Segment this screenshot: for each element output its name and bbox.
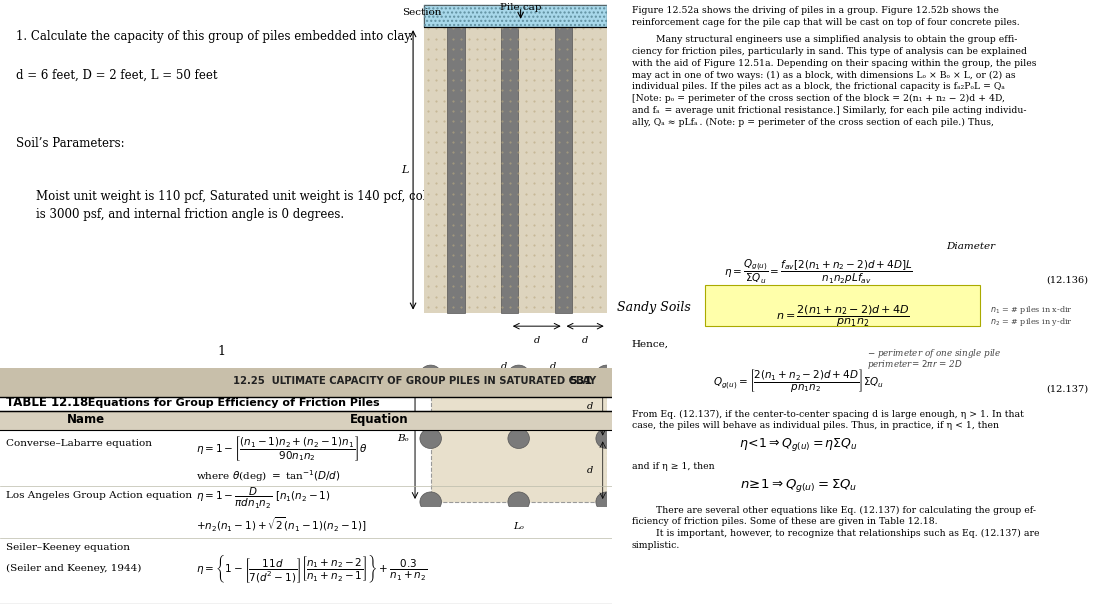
Text: $-$ perimeter of one single pile: $-$ perimeter of one single pile: [867, 347, 1002, 360]
Text: 1: 1: [217, 345, 225, 358]
Text: Equations for Group Efficiency of Friction Piles: Equations for Group Efficiency of Fricti…: [79, 397, 379, 408]
Text: d = 6 feet, D = 2 feet, L = 50 feet: d = 6 feet, D = 2 feet, L = 50 feet: [17, 68, 217, 82]
Circle shape: [596, 492, 618, 512]
Text: $\eta = 1 - \left[\dfrac{(n_1-1)n_2+(n_2-1)n_1}{90n_1n_2}\right]\theta$: $\eta = 1 - \left[\dfrac{(n_1-1)n_2+(n_2…: [196, 434, 367, 463]
Text: $\eta = 1 - \dfrac{D}{\pi d n_1 n_2}$ $[n_1(n_2-1)$: $\eta = 1 - \dfrac{D}{\pi d n_1 n_2}$ $[…: [196, 486, 331, 511]
Text: From Eq. (12.137), if the center-to-center spacing d is large enough, η > 1. In : From Eq. (12.137), if the center-to-cent…: [632, 410, 1024, 431]
Bar: [424, 27, 607, 313]
Bar: [424, 5, 607, 27]
Text: d: d: [501, 362, 507, 370]
Text: $n_1$ = # piles in x-dir: $n_1$ = # piles in x-dir: [990, 304, 1073, 316]
Text: Section: Section: [403, 8, 442, 17]
Text: d: d: [587, 466, 593, 475]
Text: Pile cap: Pile cap: [500, 3, 542, 11]
Text: d: d: [587, 402, 593, 411]
Text: Plan: Plan: [397, 370, 420, 379]
Text: Hence,: Hence,: [632, 340, 668, 349]
Text: (12.137): (12.137): [1046, 385, 1089, 394]
Text: $+ n_2(n_1-1) + \sqrt{2}(n_1-1)(n_2-1)]$: $+ n_2(n_1-1) + \sqrt{2}(n_1-1)(n_2-1)]$: [196, 516, 366, 534]
Text: d: d: [534, 336, 539, 345]
Text: 12.25  ULTIMATE CAPACITY OF GROUP PILES IN SATURATED CLAY: 12.25 ULTIMATE CAPACITY OF GROUP PILES I…: [233, 376, 596, 387]
Text: Lₒ: Lₒ: [513, 522, 524, 531]
Circle shape: [420, 429, 441, 448]
Text: 531: 531: [569, 376, 592, 387]
Text: $n = \dfrac{2(n_1+n_2-2)d+4D}{pn_1n_2}$: $n = \dfrac{2(n_1+n_2-2)d+4D}{pn_1n_2}$: [775, 304, 910, 329]
Text: Moist unit weight is 110 pcf, Saturated unit weight is 140 pcf, cohesion
is 3000: Moist unit weight is 110 pcf, Saturated …: [36, 190, 462, 221]
Bar: [555, 27, 572, 313]
Bar: [501, 27, 518, 313]
Text: $\eta = \left\{1 - \left[\dfrac{11d}{7(d^2-1)}\right]\left[\dfrac{n_1+n_2-2}{n_1: $\eta = \left\{1 - \left[\dfrac{11d}{7(d…: [196, 552, 427, 585]
Text: Converse–Labarre equation: Converse–Labarre equation: [7, 439, 152, 448]
Text: (12.136): (12.136): [1047, 276, 1089, 285]
Text: There are several other equations like Eq. (12.137) for calculating the group ef: There are several other equations like E…: [632, 506, 1039, 550]
Text: Many structural engineers use a simplified analysis to obtain the group effi-
ci: Many structural engineers use a simplifi…: [632, 35, 1037, 127]
Text: Name: Name: [66, 413, 105, 426]
Text: Los Angeles Group Action equation: Los Angeles Group Action equation: [7, 491, 192, 500]
Text: d: d: [549, 362, 556, 370]
Text: Diameter: Diameter: [946, 242, 995, 251]
Circle shape: [507, 429, 529, 448]
Circle shape: [507, 492, 529, 512]
Text: $n_2$ = # piles in y-dir: $n_2$ = # piles in y-dir: [990, 316, 1073, 329]
Text: (Seiler and Keeney, 1944): (Seiler and Keeney, 1944): [7, 564, 141, 573]
Text: TABLE 12.18: TABLE 12.18: [7, 396, 88, 409]
Text: Sandy Soils: Sandy Soils: [617, 301, 690, 314]
Text: where $\theta$(deg) $=$ tan$^{-1}$$(D/d)$: where $\theta$(deg) $=$ tan$^{-1}$$(D/d)…: [196, 469, 341, 484]
Circle shape: [420, 492, 441, 512]
Bar: [706, 285, 981, 326]
Circle shape: [507, 365, 529, 385]
Circle shape: [420, 365, 441, 385]
Text: Equation: Equation: [351, 413, 409, 426]
Text: $Q_{g(u)} = \left[\dfrac{2(n_1+n_2-2)d+4D}{pn_1n_2}\right]\Sigma Q_u$: $Q_{g(u)} = \left[\dfrac{2(n_1+n_2-2)d+4…: [714, 367, 885, 394]
Circle shape: [596, 429, 618, 448]
Text: Soil’s Parameters:: Soil’s Parameters:: [17, 137, 125, 150]
Bar: [448, 27, 464, 313]
Bar: [0, 368, 612, 397]
Bar: [430, 375, 607, 502]
Text: Seiler–Keeney equation: Seiler–Keeney equation: [7, 543, 130, 552]
Bar: [424, 5, 607, 27]
Text: $\eta = \dfrac{Q_{g(u)}}{\Sigma Q_u} = \dfrac{f_{av}[2(n_1+n_2-2)d+4D]L}{n_1n_2p: $\eta = \dfrac{Q_{g(u)}}{\Sigma Q_u} = \…: [724, 258, 913, 286]
Bar: [0, 411, 612, 429]
Text: 1. Calculate the capacity of this group of piles embedded into clay.: 1. Calculate the capacity of this group …: [17, 30, 414, 43]
Text: L: L: [400, 165, 408, 175]
Text: $n\!\geq\!1 \Rightarrow Q_{g(u)} = \Sigma Q_u$: $n\!\geq\!1 \Rightarrow Q_{g(u)} = \Sigm…: [740, 477, 857, 494]
Text: and if η ≥ 1, then: and if η ≥ 1, then: [632, 462, 715, 471]
Text: d: d: [582, 336, 588, 345]
Text: $\eta\!<\!1 \Rightarrow Q_{g(u)} = \eta\Sigma Q_u$: $\eta\!<\!1 \Rightarrow Q_{g(u)} = \eta\…: [739, 436, 858, 453]
Text: Figure 12.52a shows the driving of piles in a group. Figure 12.52b shows the
rei: Figure 12.52a shows the driving of piles…: [632, 6, 1019, 27]
Circle shape: [596, 365, 618, 385]
Text: Bₒ: Bₒ: [397, 434, 409, 443]
Text: perimeter= $2\pi r$ = 2$D$: perimeter= $2\pi r$ = 2$D$: [867, 358, 963, 371]
